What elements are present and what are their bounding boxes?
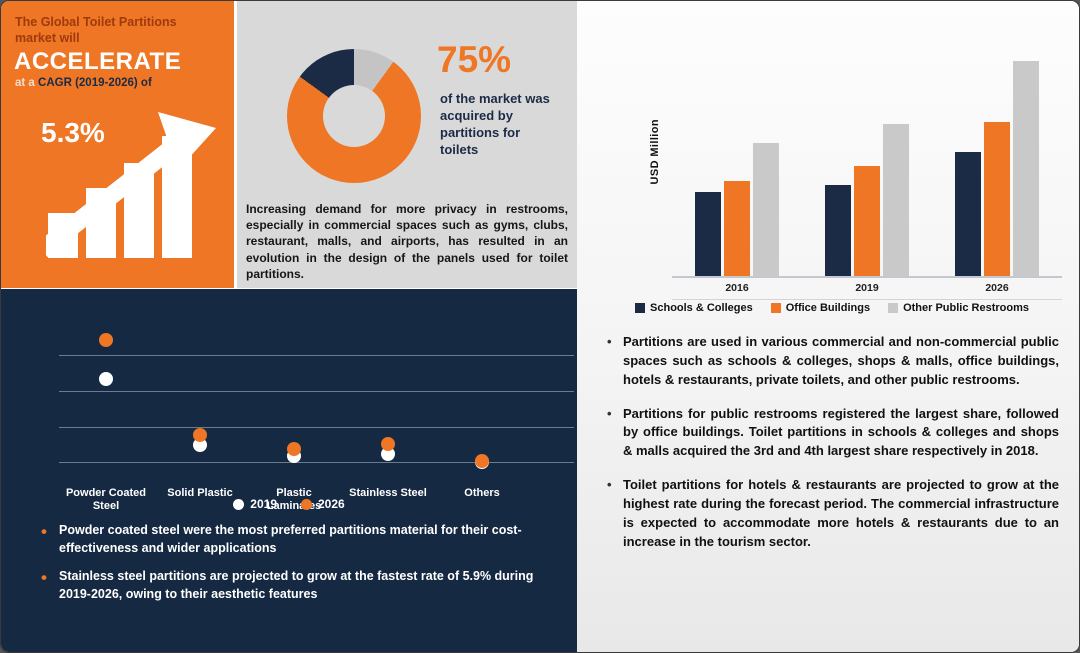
accelerate-headline: ACCELERATE bbox=[14, 47, 182, 75]
bullet-item: Stainless steel partitions are projected… bbox=[41, 566, 546, 603]
segments-panel: USD Million 2016 2019 2026 Schools & Col… bbox=[577, 1, 1079, 652]
data-dot bbox=[381, 436, 395, 451]
bar-group bbox=[825, 124, 909, 276]
data-dot bbox=[193, 438, 207, 453]
x-axis-label: 2026 bbox=[985, 282, 1009, 294]
intro-line-1: The Global Toilet Partitions bbox=[15, 15, 177, 29]
cagr-line-prefix: at a bbox=[15, 76, 39, 89]
materials-panel: Powder Coated Steel Solid Plastic Plasti… bbox=[1, 289, 577, 652]
gridline bbox=[59, 355, 574, 357]
legend-label: Other Public Restrooms bbox=[903, 302, 1029, 314]
dot-category-label: Stainless Steel bbox=[349, 487, 427, 499]
bar bbox=[955, 151, 981, 276]
dot-category-label: Solid Plastic bbox=[167, 487, 233, 499]
gridline bbox=[59, 426, 574, 428]
growth-arrow-icon bbox=[46, 112, 216, 258]
cagr-label: CAGR bbox=[38, 76, 72, 89]
data-dot bbox=[287, 441, 301, 456]
x-axis-label: 2016 bbox=[725, 282, 749, 294]
bar bbox=[854, 166, 880, 276]
segments-bullet-list: Partitions are used in various commercia… bbox=[607, 333, 1059, 566]
bar-group bbox=[955, 60, 1039, 276]
bar bbox=[724, 181, 750, 276]
dot-category-label: Plastic Laminates bbox=[266, 487, 322, 513]
bar-group bbox=[695, 143, 779, 276]
legend-swatch bbox=[770, 303, 781, 313]
dot-category-label: Others bbox=[464, 487, 500, 499]
market-share-panel: 75% of the market was acquired by partit… bbox=[237, 1, 577, 288]
cagr-panel: The Global Toilet Partitions market will… bbox=[1, 1, 234, 288]
dot-plot-category-axis: Powder Coated Steel Solid Plastic Plasti… bbox=[59, 487, 529, 513]
donut-chart bbox=[287, 49, 421, 183]
legend-label: Office Buildings bbox=[785, 302, 871, 314]
legend-swatch bbox=[635, 303, 646, 313]
legend-label: Schools & Colleges bbox=[650, 302, 753, 314]
bar-chart-legend: Schools & Colleges Office Buildings Othe… bbox=[597, 302, 1067, 314]
legend-item-public-restrooms: Other Public Restrooms bbox=[888, 302, 1029, 314]
y-axis-label: USD Million bbox=[649, 119, 661, 185]
gridline bbox=[59, 462, 574, 464]
legend-item-schools: Schools & Colleges bbox=[635, 302, 753, 314]
bullet-item: Powder coated steel were the most prefer… bbox=[41, 520, 546, 557]
bar bbox=[825, 185, 851, 276]
data-dot bbox=[475, 453, 489, 468]
donut-hole bbox=[323, 85, 385, 147]
percent-value: 75% bbox=[437, 39, 512, 80]
bar-chart-x-axis: 2016 2019 2026 bbox=[672, 282, 1062, 300]
x-axis-label: 2019 bbox=[855, 282, 879, 294]
bar-chart bbox=[672, 46, 1062, 278]
gridline bbox=[59, 390, 574, 392]
bullet-item: Toilet partitions for hotels & restauran… bbox=[607, 476, 1059, 551]
cagr-rate-value: 5.3% bbox=[41, 117, 105, 148]
cagr-line: at a CAGR (2019-2026) of bbox=[15, 77, 234, 89]
dot-category-label: Powder Coated Steel bbox=[65, 487, 147, 513]
data-dot bbox=[99, 332, 113, 347]
percent-caption: of the market was acquired by partitions… bbox=[440, 91, 550, 157]
bar bbox=[753, 143, 779, 276]
bullet-item: Partitions for public restrooms register… bbox=[607, 405, 1059, 462]
bullet-item: Partitions are used in various commercia… bbox=[607, 333, 1059, 390]
market-share-description: Increasing demand for more privacy in re… bbox=[246, 202, 568, 281]
dot-plot-chart bbox=[59, 311, 574, 481]
legend-swatch bbox=[888, 303, 899, 313]
bar bbox=[984, 122, 1010, 276]
bar bbox=[1013, 60, 1039, 276]
intro-text: The Global Toilet Partitions market will bbox=[15, 14, 234, 47]
data-dot bbox=[99, 372, 113, 386]
intro-line-2: market will bbox=[15, 31, 80, 46]
materials-bullet-list: Powder coated steel were the most prefer… bbox=[41, 520, 546, 614]
bar bbox=[883, 124, 909, 276]
legend-item-office: Office Buildings bbox=[770, 302, 871, 314]
bar bbox=[695, 191, 721, 276]
data-dot bbox=[193, 428, 207, 443]
cagr-line-suffix: (2019-2026) of bbox=[71, 76, 152, 89]
